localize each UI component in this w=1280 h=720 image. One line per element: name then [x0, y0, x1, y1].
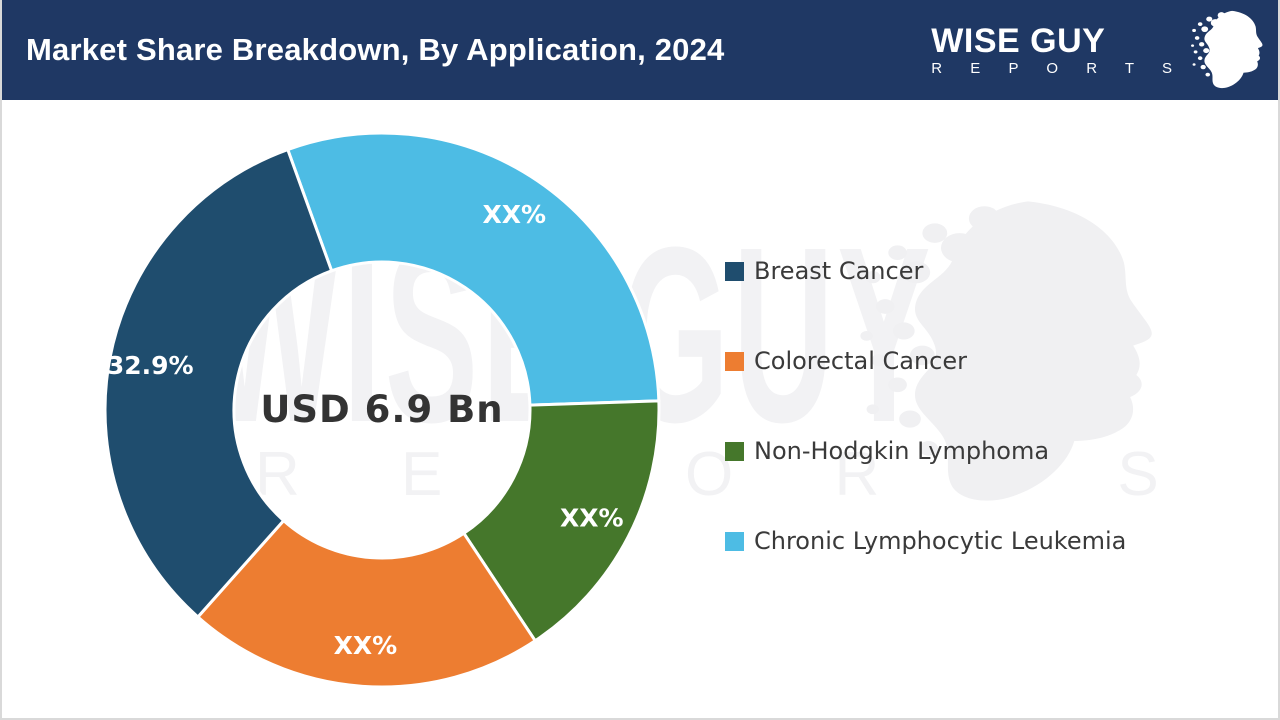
legend-swatch	[725, 441, 744, 461]
legend-item-non-hodgkin-lymphoma: Non-Hodgkin Lymphoma	[725, 437, 1126, 465]
legend-swatch	[725, 351, 744, 371]
chart-area: WISE GUY R E P O R T S XX% XX% XX% 32.9% US…	[2, 100, 1278, 718]
legend-swatch	[725, 531, 744, 551]
page-title: Market Share Breakdown, By Application, …	[26, 32, 725, 67]
center-value: USD 6.9 Bn	[260, 388, 504, 431]
slice-label: XX%	[334, 631, 398, 660]
slice-label: 32.9%	[107, 351, 194, 380]
brand-wordmark: WISE GUY R E P O R T S	[931, 23, 1184, 77]
legend-label: Breast Cancer	[754, 257, 924, 285]
legend-item-colorectal-cancer: Colorectal Cancer	[725, 347, 1126, 375]
slice-colorectal-cancer	[196, 519, 537, 689]
legend-item-chronic-lymphocytic-leukemia: Chronic Lymphocytic Leukemia	[725, 527, 1126, 555]
slice-breast-cancer	[103, 148, 334, 619]
legend-swatch	[725, 261, 744, 281]
slice-label: XX%	[560, 504, 624, 533]
legend-label: Colorectal Cancer	[754, 347, 968, 375]
brand-name: WISE GUY	[931, 22, 1106, 60]
slice-non-hodgkin-lymphoma	[462, 399, 661, 643]
donut-chart: XX% XX% XX% 32.9%	[103, 131, 661, 689]
slice-label: XX%	[483, 200, 547, 229]
legend-label: Chronic Lymphocytic Leukemia	[754, 527, 1127, 555]
header: Market Share Breakdown, By Application, …	[2, 0, 1278, 100]
legend-label: Non-Hodgkin Lymphoma	[754, 437, 1050, 465]
legend: Breast Cancer Colorectal Cancer Non-Hodg…	[725, 257, 1126, 555]
brand-logo: WISE GUY R E P O R T S	[931, 9, 1264, 91]
brand-face-icon	[1191, 10, 1263, 89]
brand-tagline: R E P O R T S	[931, 60, 1184, 77]
legend-item-breast-cancer: Breast Cancer	[725, 257, 1126, 285]
slice-chronic-lymphocytic-leukemia	[286, 131, 661, 407]
